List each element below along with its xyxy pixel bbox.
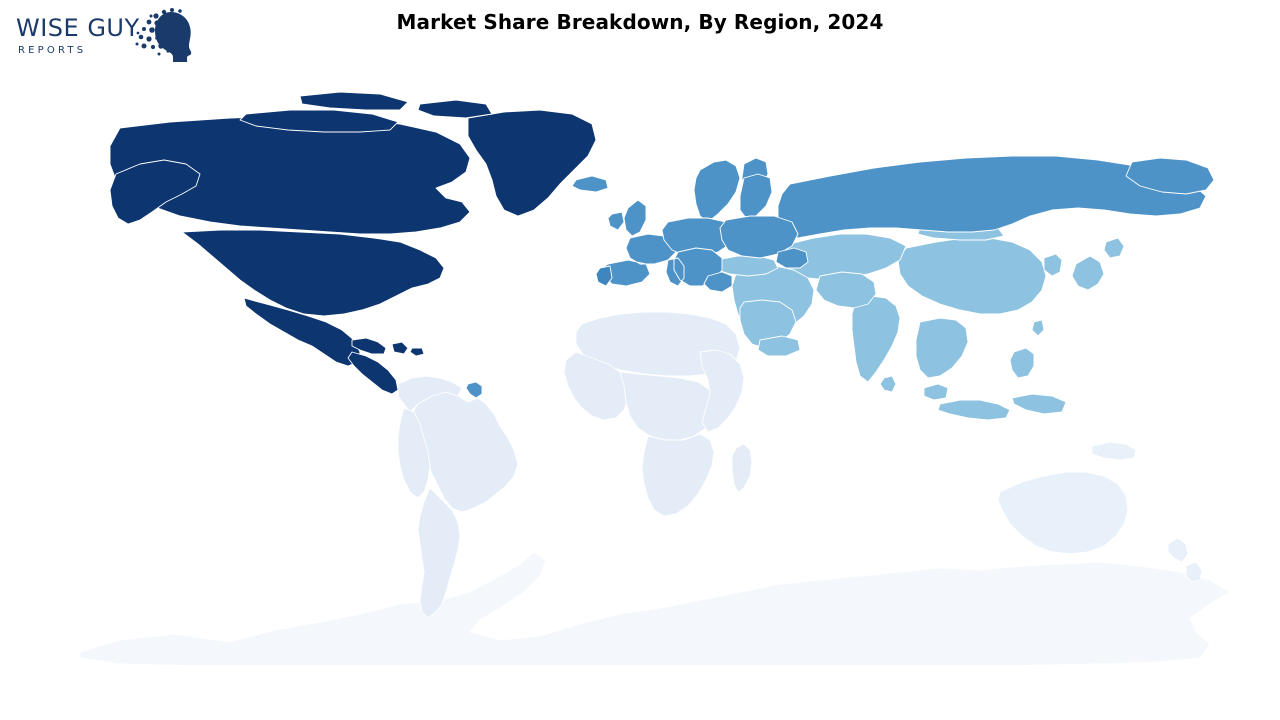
country-peru-bolivia — [397, 407, 431, 499]
country-caucasus — [775, 247, 809, 269]
country-russia-far-east — [1125, 157, 1215, 195]
country-west-africa — [563, 351, 629, 421]
logo-wordmark-secondary: REPORTS — [18, 45, 86, 56]
region-north-america-group — [109, 91, 597, 395]
country-taiwan — [1031, 319, 1045, 337]
country-canadian-arctic-islands — [239, 91, 493, 133]
country-antarctica — [79, 551, 1231, 667]
country-new-zealand — [1167, 537, 1203, 583]
country-japan — [1071, 237, 1125, 291]
country-philippines — [1009, 347, 1035, 379]
country-greece — [703, 271, 733, 293]
country-portugal — [595, 265, 613, 287]
logo-head-shape — [135, 8, 192, 62]
country-central-africa — [619, 371, 717, 441]
country-pakistan-afghanistan — [815, 271, 877, 309]
country-east-africa — [699, 349, 745, 433]
logo-wordmark-primary: WISE GUY — [16, 14, 140, 42]
country-finland-baltics — [739, 173, 773, 219]
country-papua-new-guinea — [1091, 441, 1137, 461]
country-madagascar — [731, 443, 753, 493]
country-iceland — [571, 175, 609, 193]
brand-logo: WISE GUY REPORTS — [8, 6, 198, 62]
map-svg — [79, 91, 1231, 667]
country-central-america — [347, 351, 399, 395]
country-southern-africa — [641, 433, 715, 517]
country-indonesia — [923, 383, 1067, 421]
country-caribbean-islands — [351, 337, 425, 357]
country-greenland — [467, 109, 597, 217]
country-uk — [607, 199, 647, 237]
country-alaska — [109, 159, 201, 225]
country-mexico — [243, 297, 361, 367]
country-sri-lanka — [879, 375, 897, 393]
country-united-states — [181, 229, 445, 317]
page-title: Market Share Breakdown, By Region, 2024 — [396, 10, 884, 34]
region-low-tier-group — [79, 311, 1231, 667]
dotted-head-logo: WISE GUY REPORTS — [16, 8, 192, 62]
country-china — [897, 237, 1047, 315]
region-europe-group — [571, 155, 1215, 293]
country-southeast-asia — [915, 317, 969, 379]
country-russia — [777, 155, 1207, 239]
country-korea — [1043, 253, 1063, 277]
country-argentina-chile — [417, 487, 461, 619]
world-choropleth-map — [0, 52, 1280, 720]
country-french-guiana — [465, 381, 483, 399]
country-germany-poland — [661, 217, 735, 257]
country-india — [851, 295, 901, 383]
country-colombia-venezuela — [397, 375, 463, 413]
country-australia — [997, 471, 1129, 555]
country-yemen-oman — [757, 335, 801, 357]
